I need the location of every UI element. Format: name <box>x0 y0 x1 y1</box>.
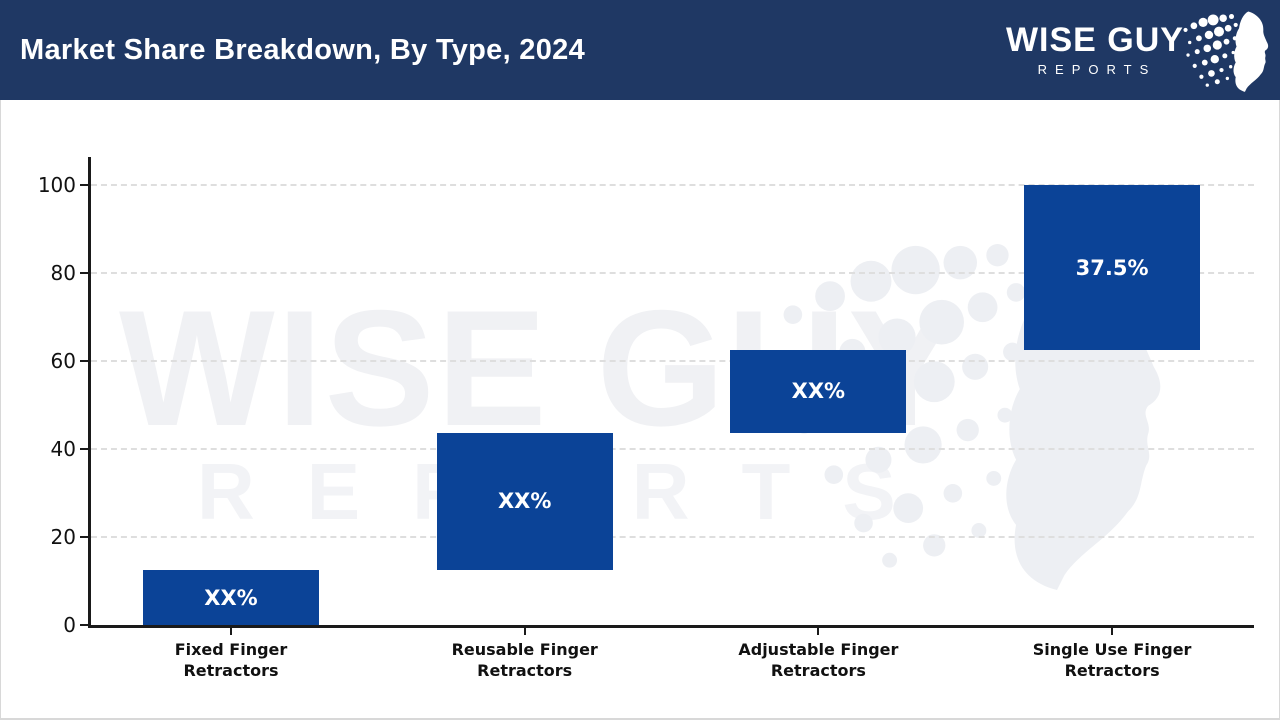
bar-value-label: XX% <box>791 379 846 404</box>
y-tick-label-40: 40 <box>50 437 76 461</box>
x-category-label-3: Adjustable Finger Retractors <box>698 640 938 682</box>
x-category-label-1: Fixed Finger Retractors <box>111 640 351 682</box>
x-axis <box>88 625 1254 628</box>
y-tick-label-80: 80 <box>50 261 76 285</box>
logo-subtext: REPORTS <box>1037 62 1157 77</box>
x-tick-mark-2 <box>523 627 526 635</box>
gridline-100 <box>91 184 1254 186</box>
x-tick-mark-1 <box>230 627 232 635</box>
logo-text: WISE GUY REPORTS <box>1006 23 1184 77</box>
x-category-label-line: Retractors <box>1064 660 1160 680</box>
y-tick-mark-60 <box>80 360 88 362</box>
y-tick-mark-100 <box>80 184 88 186</box>
bar-3: XX% <box>730 350 907 433</box>
bar-value-label: XX% <box>497 489 552 514</box>
plot-region: 0 20 40 60 80 100 XX% Fixed Finger Retractors XX%… <box>1 100 1279 718</box>
y-tick-label-60: 60 <box>50 349 76 373</box>
x-category-label-line: Fixed Finger <box>174 640 288 659</box>
bar-1: XX% <box>143 570 319 625</box>
x-tick-mark-4 <box>1111 627 1114 635</box>
x-category-label-line: Single Use Finger <box>1032 640 1192 659</box>
bar-value-label: 37.5% <box>1075 255 1149 280</box>
gridline-40 <box>91 448 1254 450</box>
x-category-label-line: Retractors <box>770 660 866 680</box>
page-title: Market Share Breakdown, By Type, 2024 <box>20 33 586 66</box>
bar-value-label: XX% <box>204 585 258 610</box>
y-axis <box>88 157 91 627</box>
x-category-label-line: Retractors <box>183 660 279 680</box>
x-category-label-line: Adjustable Finger <box>738 640 899 659</box>
y-tick-mark-80 <box>80 272 88 274</box>
x-category-label-4: Single Use Finger Retractors <box>992 640 1232 682</box>
gridline-80 <box>91 272 1254 274</box>
logo: WISE GUY REPORTS <box>1006 8 1270 92</box>
bar-4: 37.5% <box>1024 185 1201 350</box>
x-tick-mark-3 <box>817 627 820 635</box>
x-category-label-line: Reusable Finger <box>451 640 598 659</box>
bar-2: XX% <box>436 432 613 570</box>
y-tick-mark-40 <box>80 448 88 450</box>
logo-face-icon <box>1183 11 1269 92</box>
x-category-label-2: Reusable Finger Retractors <box>405 640 645 682</box>
y-tick-label-0: 0 <box>63 613 76 637</box>
y-tick-label-20: 20 <box>50 525 76 549</box>
y-tick-mark-20 <box>80 536 88 538</box>
y-tick-mark-0 <box>80 624 88 626</box>
logo-wordmark: WISE GUY <box>1005 21 1184 59</box>
x-category-label-line: Retractors <box>477 660 573 680</box>
gridline-60 <box>91 360 1254 362</box>
gridline-20 <box>91 536 1254 538</box>
header-bar: Market Share Breakdown, By Type, 2024 WI… <box>0 0 1280 100</box>
y-tick-label-100: 100 <box>37 173 76 197</box>
